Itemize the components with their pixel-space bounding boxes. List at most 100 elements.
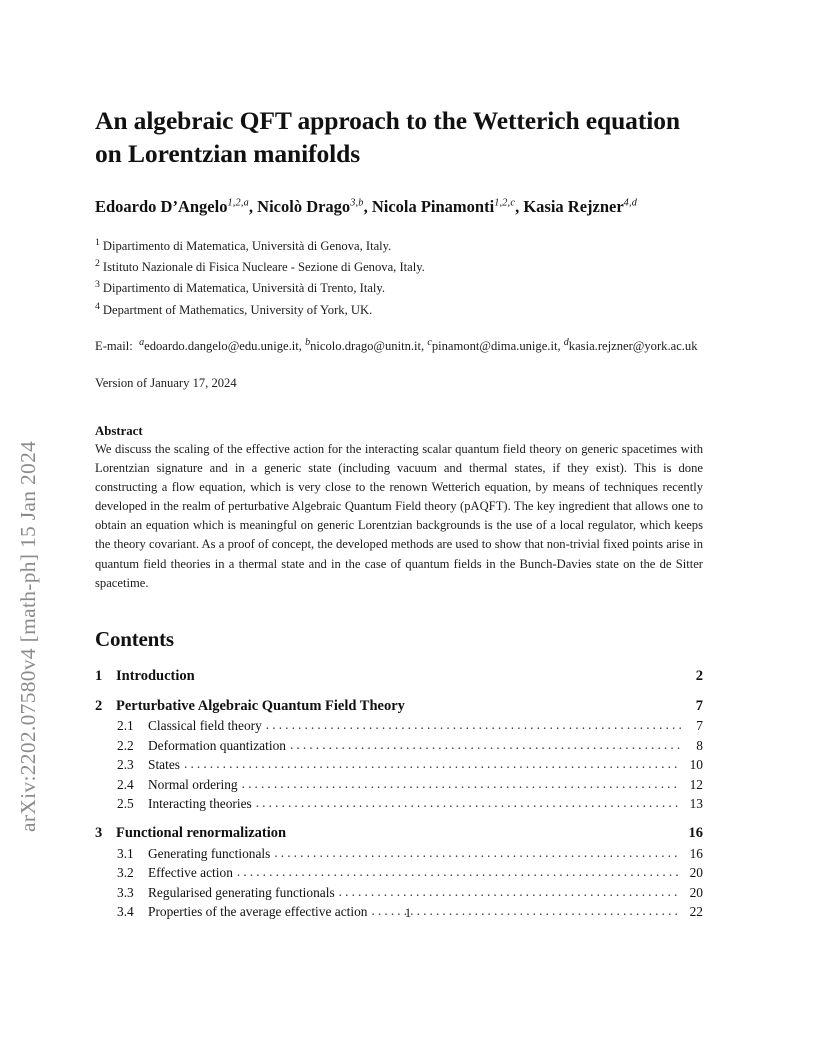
contents-heading: Contents	[95, 626, 174, 651]
toc-dot-leader: ........................................…	[236, 864, 681, 880]
toc-dot-leader: ........................................…	[255, 795, 681, 811]
toc-page-number: 13	[689, 796, 703, 812]
toc-label: Functional renormalization	[116, 825, 287, 842]
toc-label: Normal ordering	[148, 776, 238, 792]
affiliation-mark: 1	[95, 236, 100, 248]
toc-label: Classical field theory	[148, 718, 262, 734]
toc-number: 1	[95, 667, 103, 684]
email-mark: c	[427, 337, 432, 349]
toc-dot-leader: ........................................…	[289, 736, 681, 752]
arxiv-stamp: arXiv:2202.07580v4 [math-ph] 15 Jan 2024	[0, 0, 56, 1056]
email-address[interactable]: kasia.rejzner@york.ac.uk	[568, 339, 698, 354]
toc-number: 2.3	[117, 757, 134, 773]
toc-number: 2.1	[117, 718, 134, 734]
toc-page-number: 10	[689, 757, 703, 773]
toc-number: 3.4	[117, 904, 134, 920]
author-label: Edoardo D’Angelo	[95, 197, 228, 217]
toc-number: 3.3	[117, 884, 134, 900]
abstract-section: Abstract We discuss the scaling of the e…	[95, 424, 703, 593]
toc-page-number: 22	[689, 904, 703, 920]
affiliation-label: Dipartimento di Matematica, Università d…	[102, 281, 386, 296]
toc-dot-leader: ........................................…	[265, 717, 681, 733]
toc-dot-leader: ........................................…	[241, 775, 681, 791]
toc-entry-3-3[interactable]: 3.3 Regularised generating functionals...…	[95, 883, 703, 901]
toc-entry-2-4[interactable]: 2.4 Normal ordering......................…	[95, 775, 703, 793]
affiliation-item: 2 Istituto Nazionale di Fisica Nucleare -…	[95, 256, 703, 277]
toc-number: 2.4	[117, 776, 134, 792]
email-separator: ,	[557, 339, 564, 354]
toc-page-number: 20	[689, 865, 703, 881]
toc-page-number: 12	[689, 776, 703, 792]
author-separator: ,	[363, 197, 372, 217]
affiliation-mark: 3	[95, 279, 100, 291]
toc-number: 2.5	[117, 796, 134, 812]
email-address[interactable]: edoardo.dangelo@edu.unige.it	[144, 339, 299, 354]
version-line: Version of January 17, 2024	[95, 375, 237, 390]
abstract-body: We discuss the scaling of the effective …	[95, 441, 703, 590]
toc-entry-3-4[interactable]: 3.4 Properties of the average effective a…	[95, 903, 703, 920]
author-separator: ,	[515, 197, 524, 217]
email-separator: ,	[421, 339, 428, 354]
toc-page-number: 16	[688, 825, 704, 842]
email-mark: b	[305, 337, 311, 349]
toc-number: 2.2	[117, 737, 134, 753]
email-mark: a	[139, 337, 145, 349]
toc-dot-leader: ........................................…	[338, 883, 681, 899]
email-list: E-mail: aedoardo.dangelo@edu.unige.it, b…	[95, 335, 703, 357]
author-name: Nicola Pinamonti1,2,c	[372, 197, 515, 216]
toc-entry-2-3[interactable]: 2.3 States...............................…	[95, 756, 703, 773]
toc-number: 3	[95, 825, 103, 842]
toc-entry-2[interactable]: 2 Perturbative Algebraic Quantum Field Th…	[95, 698, 703, 715]
affiliation-item: 3 Dipartimento di Matematica, Università …	[95, 277, 703, 298]
table-of-contents: 1 Introduction...........................…	[95, 668, 703, 921]
affiliation-item: 4 Department of Mathematics, University o…	[95, 299, 703, 320]
author-name: Edoardo D’Angelo1,2,a	[95, 197, 249, 216]
toc-dot-leader: ........................................…	[184, 756, 681, 772]
toc-entry-2-2[interactable]: 2.2 Deformation quantization.............…	[95, 736, 703, 754]
author-affiliation-marks: 1,2,c	[494, 197, 516, 209]
affiliation-item: 1 Dipartimento di Matematica, Università …	[95, 235, 703, 256]
toc-number: 2	[95, 697, 103, 714]
email-mark: d	[563, 337, 569, 349]
email-label: E-mail:	[95, 339, 140, 354]
toc-label: Properties of the average effective acti…	[148, 904, 368, 920]
toc-dot-leader: ........................................…	[274, 844, 681, 860]
toc-page-number: 7	[696, 718, 703, 734]
toc-page-number: 2	[695, 667, 703, 684]
affiliation-mark: 4	[95, 300, 100, 312]
author-label: Nicola Pinamonti	[371, 197, 495, 217]
toc-page-number: 16	[689, 845, 703, 861]
email-address[interactable]: pinamont@dima.unige.it	[431, 339, 558, 354]
toc-label: Generating functionals	[148, 845, 271, 861]
toc-label: Regularised generating functionals	[148, 884, 335, 900]
toc-label: States	[148, 757, 180, 773]
author-affiliation-marks: 3,b	[350, 197, 364, 209]
author-affiliation-marks: 1,2,a	[227, 197, 249, 209]
toc-entry-1[interactable]: 1Introduction...........................…	[95, 668, 703, 685]
affiliation-label: Istituto Nazionale di Fisica Nucleare - …	[102, 260, 425, 275]
author-affiliation-marks: 4,d	[623, 197, 638, 209]
abstract-heading: Abstract	[95, 423, 143, 438]
email-address[interactable]: nicolo.drago@unitn.it	[310, 339, 422, 354]
affiliation-list: 1 Dipartimento di Matematica, Università …	[95, 235, 703, 320]
toc-page-number: 8	[696, 737, 703, 753]
affiliation-label: Department of Mathematics, University of…	[102, 302, 373, 317]
affiliation-label: Dipartimento di Matematica, Università d…	[102, 238, 392, 253]
toc-label: Introduction	[116, 667, 195, 684]
toc-label: Deformation quantization	[148, 737, 286, 753]
toc-number: 3.2	[117, 865, 134, 881]
toc-entry-3-2[interactable]: 3.2 Effective action.....................…	[95, 864, 703, 881]
toc-entry-3-1[interactable]: 3.1 Generating functionals...............…	[95, 844, 703, 862]
toc-entry-2-5[interactable]: 2.5 Interacting theories.................…	[95, 795, 703, 812]
arxiv-stamp-text: arXiv:2202.07580v4 [math-ph] 15 Jan 2024	[15, 440, 40, 832]
toc-label: Effective action	[148, 865, 233, 881]
toc-entry-2-1[interactable]: 2.1 Classical field theory...............…	[95, 717, 703, 734]
paper-content: An algebraic QFT approach to the Wetteri…	[95, 104, 703, 920]
toc-number: 3.1	[117, 845, 134, 861]
toc-page-number: 7	[695, 697, 703, 714]
toc-label: Perturbative Algebraic Quantum Field The…	[116, 697, 405, 714]
author-name: Nicolò Drago3,b	[257, 197, 363, 216]
author-label: Kasia Rejzner	[523, 197, 624, 217]
author-list: Edoardo D’Angelo1,2,a, Nicolò Drago3,b, …	[95, 196, 703, 217]
